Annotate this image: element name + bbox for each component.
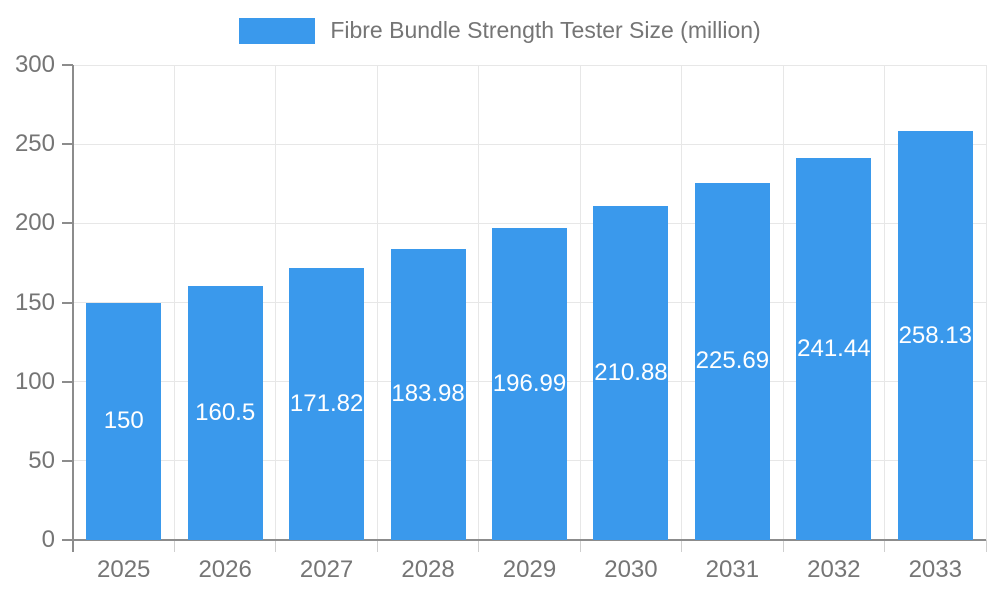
x-axis-tick xyxy=(884,540,886,552)
legend-item[interactable]: Fibre Bundle Strength Tester Size (milli… xyxy=(239,17,761,44)
gridline-vertical xyxy=(681,65,683,540)
y-axis-tick xyxy=(62,380,73,383)
y-axis-tick xyxy=(62,64,73,66)
x-axis-tick xyxy=(985,540,987,552)
x-axis-tick xyxy=(782,540,784,552)
gridline-vertical xyxy=(376,65,378,540)
gridline-vertical xyxy=(478,65,480,540)
gridline-vertical xyxy=(579,65,581,540)
legend-swatch xyxy=(239,17,316,44)
bar[interactable]: 225.69 xyxy=(694,182,770,540)
bar[interactable]: 196.99 xyxy=(492,228,567,540)
x-axis-tick-label: 2033 xyxy=(908,556,962,583)
bar[interactable]: 150 xyxy=(86,302,162,540)
bar-value-label: 183.98 xyxy=(391,380,465,408)
y-axis-tick xyxy=(62,539,73,541)
bar-value-label: 241.44 xyxy=(797,334,871,362)
gridline-horizontal xyxy=(73,222,986,224)
bar-value-label: 196.99 xyxy=(492,370,567,398)
bar[interactable]: 183.98 xyxy=(390,248,466,540)
gridline-vertical xyxy=(985,65,987,540)
bar[interactable]: 160.5 xyxy=(187,285,263,540)
x-axis-tick xyxy=(376,540,378,552)
y-axis-tick-label: 200 xyxy=(14,209,55,237)
legend: Fibre Bundle Strength Tester Size (milli… xyxy=(0,17,1000,44)
gridline-horizontal xyxy=(73,143,986,145)
y-axis-tick-label: 250 xyxy=(14,130,55,158)
gridline-vertical xyxy=(884,65,886,540)
bar-value-label: 210.88 xyxy=(594,359,668,387)
y-axis-tick xyxy=(62,222,73,225)
plot-area: 0 50 100 150 200 250 300 150 2025 160.5 2026 171.82… xyxy=(15,51,987,583)
y-axis-tick xyxy=(62,301,73,304)
x-axis-tick-label: 2030 xyxy=(604,556,658,583)
bar-value-label: 171.82 xyxy=(289,389,364,417)
x-axis-tick xyxy=(579,540,581,552)
x-axis-tick xyxy=(275,540,277,552)
x-axis-tick-label: 2029 xyxy=(502,556,557,583)
x-axis-tick-label: 2027 xyxy=(299,556,354,583)
y-axis-line xyxy=(72,65,74,552)
bar[interactable]: 171.82 xyxy=(289,267,365,540)
x-axis-tick-label: 2031 xyxy=(705,556,760,583)
y-axis-tick xyxy=(62,143,73,146)
x-axis-tick-label: 2028 xyxy=(401,556,455,583)
y-axis-tick-label: 100 xyxy=(14,367,55,395)
y-axis-tick-label: 0 xyxy=(41,526,55,553)
gridline-horizontal xyxy=(73,64,986,66)
x-axis-tick-label: 2026 xyxy=(198,556,252,583)
x-axis-tick-label: 2032 xyxy=(807,556,861,583)
bar[interactable]: 210.88 xyxy=(593,206,669,540)
x-axis-tick-label: 2025 xyxy=(97,556,151,583)
gridline-vertical xyxy=(782,65,784,540)
bar[interactable]: 258.13 xyxy=(897,131,973,540)
bar-value-label: 160.5 xyxy=(195,398,256,426)
x-axis-tick xyxy=(681,540,683,552)
x-axis-tick xyxy=(173,540,175,552)
legend-label: Fibre Bundle Strength Tester Size (milli… xyxy=(330,17,761,43)
gridline-vertical xyxy=(275,65,277,540)
x-axis-line xyxy=(73,539,986,541)
y-axis-tick-label: 150 xyxy=(14,288,55,316)
y-axis-tick-label: 300 xyxy=(14,51,55,78)
y-axis-tick xyxy=(62,459,73,462)
y-axis-tick-label: 50 xyxy=(28,446,55,474)
bar-value-label: 225.69 xyxy=(695,347,770,375)
x-axis-tick xyxy=(478,540,480,552)
bar-value-label: 258.13 xyxy=(898,321,972,349)
bar-value-label: 150 xyxy=(103,407,144,435)
gridline-vertical xyxy=(173,65,175,540)
bar[interactable]: 241.44 xyxy=(796,157,872,540)
